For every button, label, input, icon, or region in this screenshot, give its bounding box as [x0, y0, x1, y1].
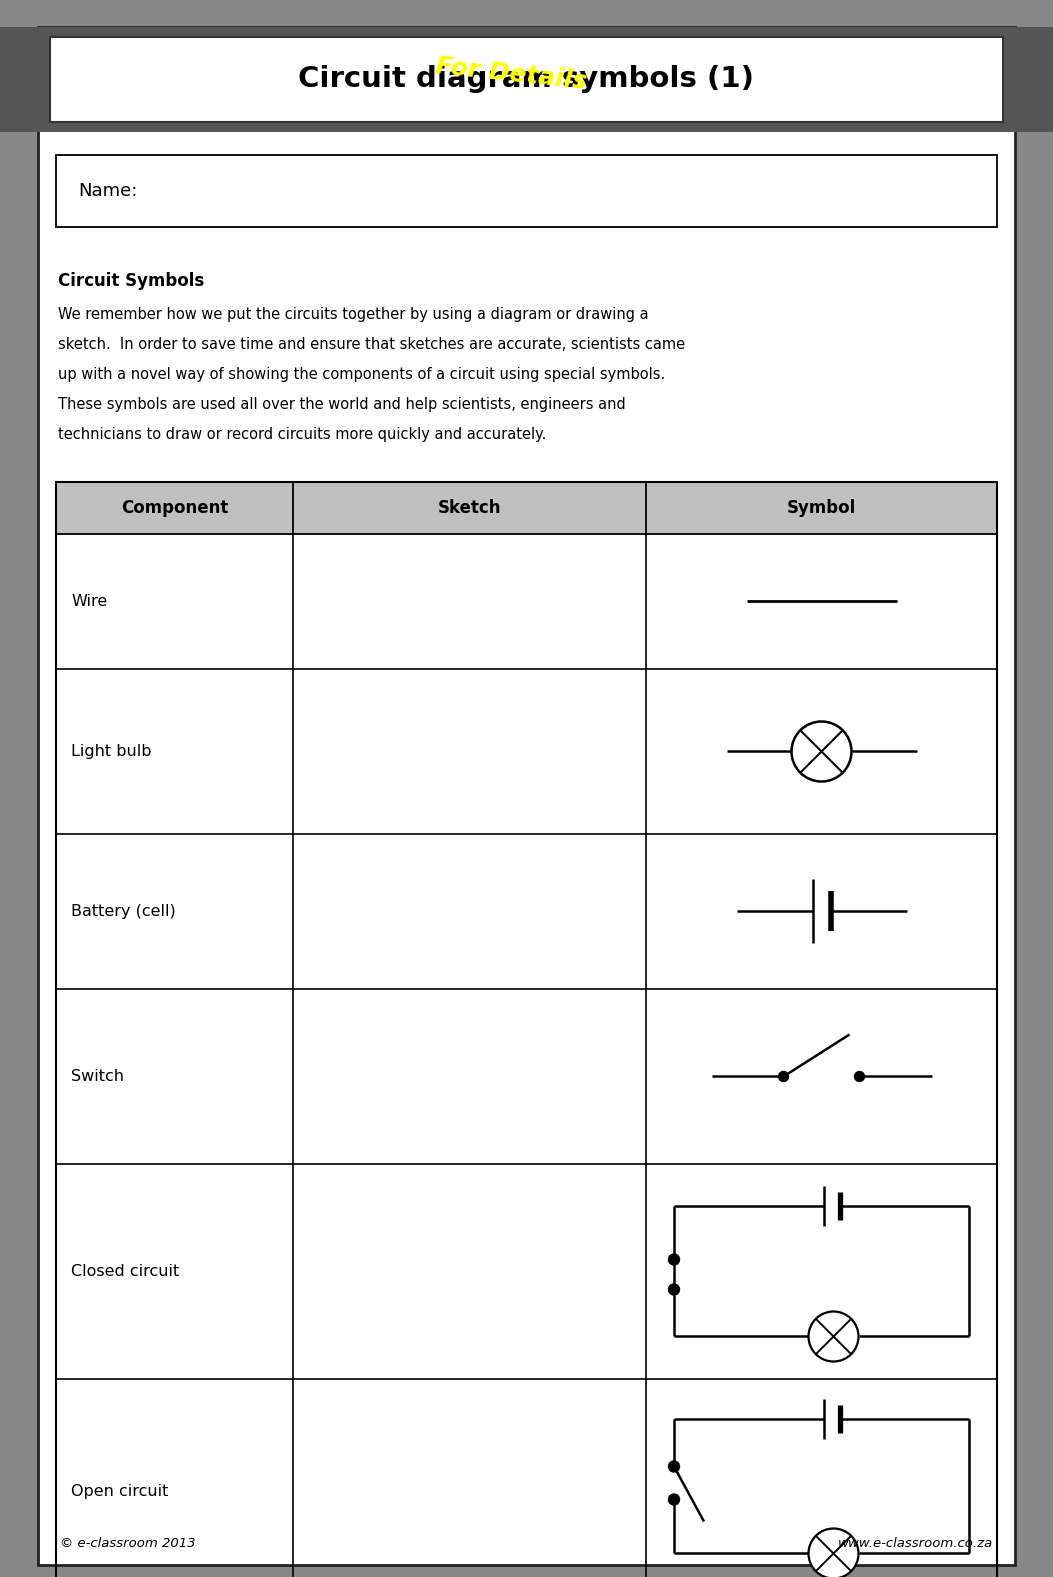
Circle shape [809, 1528, 858, 1577]
Text: www.e-classroom.co.za: www.e-classroom.co.za [838, 1538, 993, 1550]
Bar [56, 483, 997, 1577]
Text: Symbol: Symbol [787, 498, 856, 517]
Circle shape [669, 1284, 679, 1295]
Text: Wire: Wire [71, 595, 107, 609]
Bar [0, 27, 1053, 132]
Text: Open circuit: Open circuit [71, 1484, 168, 1500]
Text: For Details: For Details [435, 54, 589, 93]
Text: Sketch: Sketch [438, 498, 501, 517]
Circle shape [809, 1312, 858, 1361]
Text: Battery (cell): Battery (cell) [71, 904, 176, 919]
Text: Name:: Name: [78, 181, 137, 200]
Circle shape [669, 1460, 679, 1471]
Circle shape [778, 1071, 789, 1082]
Circle shape [854, 1071, 865, 1082]
Text: up with a novel way of showing the components of a circuit using special symbols: up with a novel way of showing the compo… [58, 367, 665, 382]
Circle shape [792, 722, 852, 782]
Text: CLICK HERE: CLICK HERE [480, 46, 553, 57]
Text: © e-classroom 2013: © e-classroom 2013 [60, 1538, 196, 1550]
Circle shape [669, 1254, 679, 1265]
Text: Circuit Symbols: Circuit Symbols [58, 271, 204, 290]
Bar [56, 483, 997, 535]
Bar [49, 36, 1004, 121]
Text: Closed circuit: Closed circuit [71, 1265, 179, 1279]
Text: Light bulb: Light bulb [71, 744, 152, 759]
Text: Switch: Switch [71, 1069, 124, 1083]
Bar [56, 155, 997, 227]
Text: We remember how we put the circuits together by using a diagram or drawing a: We remember how we put the circuits toge… [58, 308, 649, 322]
Text: technicians to draw or record circuits more quickly and accurately.: technicians to draw or record circuits m… [58, 427, 547, 442]
Text: Circuit diagram symbols (1): Circuit diagram symbols (1) [298, 66, 755, 93]
Bar [1020, 43, 1053, 117]
Text: Component: Component [121, 498, 229, 517]
Text: These symbols are used all over the world and help scientists, engineers and: These symbols are used all over the worl… [58, 397, 625, 412]
Text: sketch.  In order to save time and ensure that sketches are accurate, scientists: sketch. In order to save time and ensure… [58, 337, 686, 352]
Circle shape [669, 1493, 679, 1504]
